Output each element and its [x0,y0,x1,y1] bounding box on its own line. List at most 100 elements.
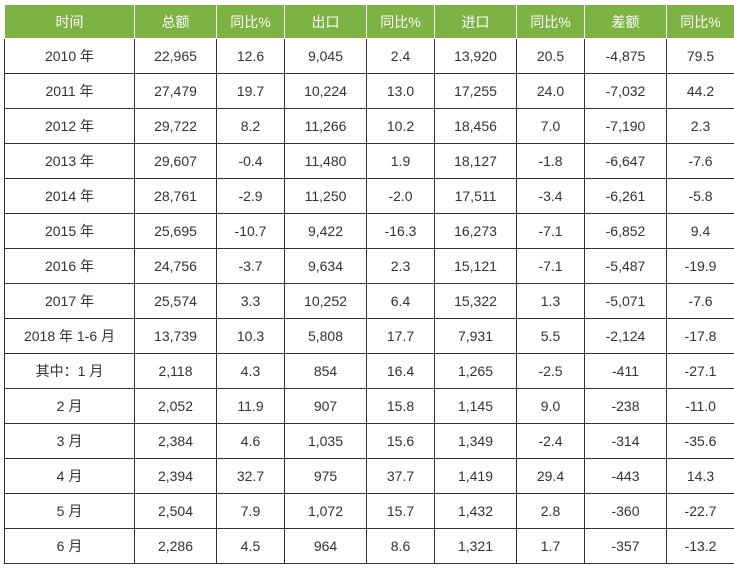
cell-value: -10.7 [235,223,267,239]
cell-value: 9.0 [541,398,560,414]
cell-value: 2011 年 [46,83,94,99]
cell-import: 1,321 [435,529,517,564]
cell-value: 37.7 [387,468,414,484]
cell-value: 10,224 [304,83,347,99]
cell-time: 2010 年 [5,39,135,74]
cell-total_yoy: -0.4 [217,144,285,179]
cell-diff_yoy: -27.1 [667,354,734,389]
cell-total: 25,574 [135,284,217,319]
cell-value: 25,574 [154,293,197,309]
cell-value: -5,487 [606,258,646,274]
cell-export: 10,224 [285,74,367,109]
cell-value: -22.7 [685,503,717,519]
cell-import_yoy: 5.5 [517,319,585,354]
cell-value: -3.7 [238,258,262,274]
cell-diff_yoy: -19.9 [667,249,734,284]
cell-total_yoy: 4.3 [217,354,285,389]
cell-value: 2.8 [541,503,560,519]
cell-value: 9,422 [308,223,343,239]
cell-diff_yoy: -7.6 [667,284,734,319]
cell-import: 1,145 [435,389,517,424]
cell-value: 975 [314,468,337,484]
cell-import_yoy: -7.1 [517,249,585,284]
cell-value: -411 [612,363,639,379]
cell-total: 2,052 [135,389,217,424]
cell-diff: -6,261 [585,179,667,214]
cell-diff_yoy: -5.8 [667,179,734,214]
cell-value: 25,695 [154,223,197,239]
header-cell-import: 进口 [435,5,517,39]
cell-value: 10.3 [237,328,264,344]
cell-time: 2011 年 [5,74,135,109]
cell-total: 25,695 [135,214,217,249]
header-label: 出口 [312,14,340,30]
header-label: 同比% [530,14,570,30]
cell-value: 2,394 [158,468,193,484]
cell-value: 7,931 [458,328,493,344]
cell-total_yoy: 19.7 [217,74,285,109]
cell-value: 2 月 [57,398,83,414]
cell-import_yoy: 1.3 [517,284,585,319]
header-cell-import_yoy: 同比% [517,5,585,39]
cell-import: 17,511 [435,179,517,214]
cell-total: 28,761 [135,179,217,214]
cell-value: 2013 年 [45,153,94,169]
cell-value: 3.3 [241,293,260,309]
cell-total_yoy: 12.6 [217,39,285,74]
cell-value: 44.2 [687,83,714,99]
cell-export: 854 [285,354,367,389]
cell-value: -0.4 [238,153,262,169]
cell-import: 1,432 [435,494,517,529]
cell-import_yoy: 7.0 [517,109,585,144]
cell-value: 2016 年 [45,258,94,274]
cell-value: -2,124 [606,328,646,344]
cell-value: -13.2 [685,538,717,554]
cell-import: 16,273 [435,214,517,249]
cell-value: -2.0 [388,188,412,204]
cell-value: 17.7 [387,328,414,344]
cell-value: 2018 年 1-6 月 [24,328,115,344]
cell-diff_yoy: 44.2 [667,74,734,109]
cell-export: 10,252 [285,284,367,319]
table-row: 5 月2,5047.91,07215.71,4322.8-360-22.7 [5,494,734,529]
cell-value: 4 月 [57,468,83,484]
cell-value: 29,607 [154,153,197,169]
cell-value: 7.9 [241,503,260,519]
cell-diff_yoy: -13.2 [667,529,734,564]
cell-value: 15.8 [387,398,414,414]
cell-import: 7,931 [435,319,517,354]
cell-value: 11,266 [305,118,347,134]
cell-value: -17.8 [685,328,717,344]
cell-time: 6 月 [5,529,135,564]
cell-diff: -411 [585,354,667,389]
cell-export_yoy: 37.7 [367,459,435,494]
cell-time: 5 月 [5,494,135,529]
cell-value: 907 [314,398,337,414]
cell-value: 2,286 [158,538,193,554]
cell-value: -360 [611,503,639,519]
cell-value: 1.3 [541,293,560,309]
cell-value: 27,479 [154,83,197,99]
cell-value: 16,273 [454,223,497,239]
cell-import_yoy: -2.4 [517,424,585,459]
cell-value: -238 [611,398,639,414]
cell-value: 12.6 [237,48,264,64]
cell-total_yoy: 3.3 [217,284,285,319]
cell-value: -357 [611,538,639,554]
cell-time: 2 月 [5,389,135,424]
cell-time: 2017 年 [5,284,135,319]
cell-value: 13,739 [154,328,197,344]
cell-value: 17,511 [455,188,497,204]
cell-export_yoy: 10.2 [367,109,435,144]
cell-total_yoy: 7.9 [217,494,285,529]
cell-import: 1,419 [435,459,517,494]
cell-value: 20.5 [537,48,564,64]
cell-value: 2.3 [391,258,410,274]
cell-export: 11,480 [285,144,367,179]
header-label: 差额 [612,14,640,30]
cell-import_yoy: -1.8 [517,144,585,179]
cell-value: -6,647 [606,153,646,169]
cell-value: 2010 年 [45,48,94,64]
table-row: 3 月2,3844.61,03515.61,349-2.4-314-35.6 [5,424,734,459]
cell-value: 9.4 [691,223,710,239]
